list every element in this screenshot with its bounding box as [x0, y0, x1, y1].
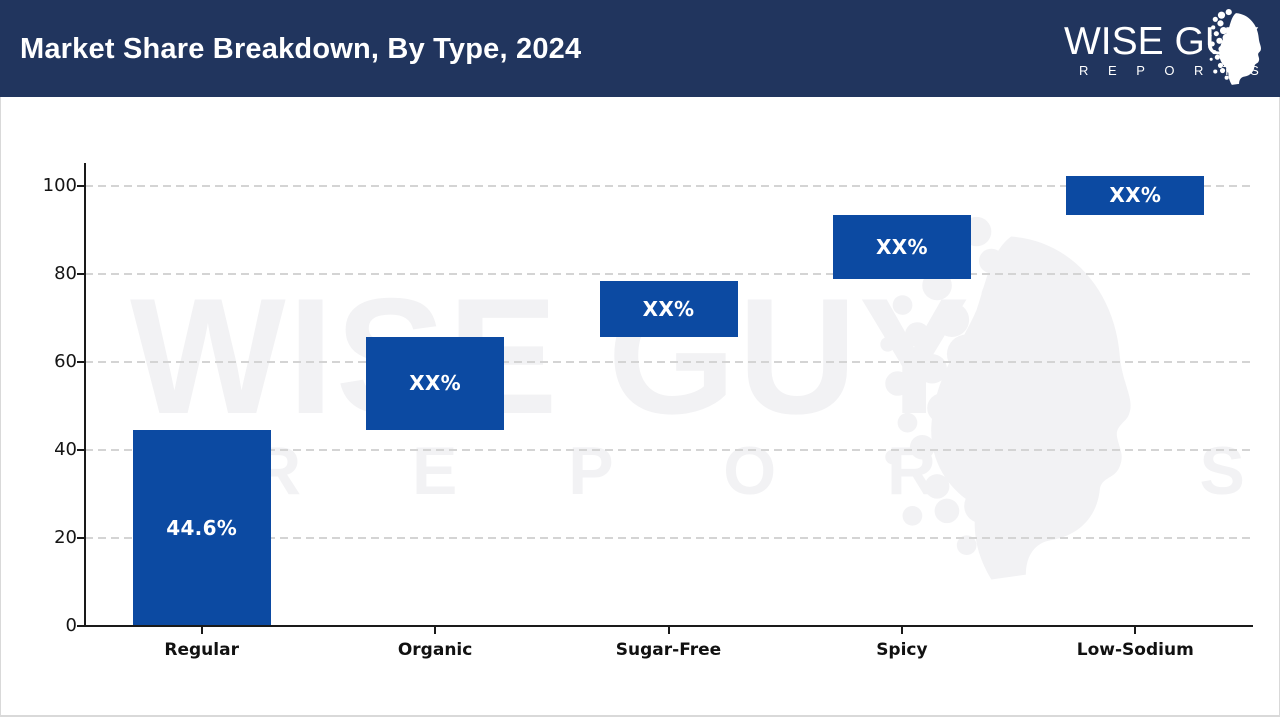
- bar-value-label: XX%: [876, 235, 928, 260]
- gridline: [85, 536, 1252, 539]
- bar-value-label: XX%: [642, 296, 695, 321]
- x-category-label: Regular: [164, 640, 239, 660]
- bar-value-label: 44.6%: [166, 515, 238, 540]
- y-tick-mark: [77, 272, 85, 275]
- gridline: [85, 448, 1252, 451]
- y-tick-label: 60: [54, 350, 77, 372]
- x-tick-mark: [900, 626, 903, 634]
- y-tick-label: 80: [54, 262, 77, 284]
- y-axis-spine: [84, 163, 86, 627]
- header-bar: Market Share Breakdown, By Type, 2024 WI…: [0, 0, 1280, 97]
- x-tick-mark: [200, 626, 203, 634]
- bar-value-label: XX%: [1109, 183, 1162, 208]
- x-category-label: Low-Sodium: [1076, 640, 1194, 660]
- bar-value-label: XX%: [409, 371, 461, 396]
- x-tick-mark: [1134, 626, 1137, 634]
- page-border-left: [0, 97, 1, 717]
- watermark-head-icon: [880, 216, 1131, 580]
- x-category-label: Spicy: [876, 640, 928, 660]
- y-tick-mark: [77, 448, 85, 451]
- gridline: [85, 272, 1252, 275]
- brand-logo: WISE GUY R E P O R T S: [1030, 6, 1268, 92]
- bar-organic: XX%: [366, 336, 505, 430]
- y-tick-mark: [77, 184, 85, 187]
- x-category-label: Organic: [397, 640, 473, 660]
- y-tick-mark: [77, 625, 85, 627]
- bar-sugar-free: XX%: [599, 280, 738, 338]
- page-title: Market Share Breakdown, By Type, 2024: [20, 33, 582, 65]
- y-tick-mark: [77, 360, 85, 363]
- bar-regular: 44.6%: [132, 429, 271, 626]
- gridline: [85, 184, 1252, 187]
- y-tick-label: 20: [54, 526, 77, 548]
- gridline: [85, 360, 1252, 363]
- bar-spicy: XX%: [832, 215, 971, 280]
- y-tick-label: 40: [54, 438, 77, 460]
- bar-low-sodium: XX%: [1066, 175, 1205, 215]
- brand-head-icon: [1208, 9, 1262, 85]
- x-tick-mark: [667, 626, 670, 634]
- x-tick-mark: [434, 626, 437, 634]
- page-border-bottom: [0, 715, 1280, 717]
- watermark-text-line1: WISE GUY: [130, 264, 972, 448]
- y-tick-mark: [77, 536, 85, 539]
- x-category-label: Sugar-Free: [615, 640, 722, 660]
- y-tick-label: 0: [65, 615, 77, 636]
- brand-logo-subtext: R E P O R T S: [1079, 63, 1267, 78]
- y-tick-label: 100: [42, 174, 77, 196]
